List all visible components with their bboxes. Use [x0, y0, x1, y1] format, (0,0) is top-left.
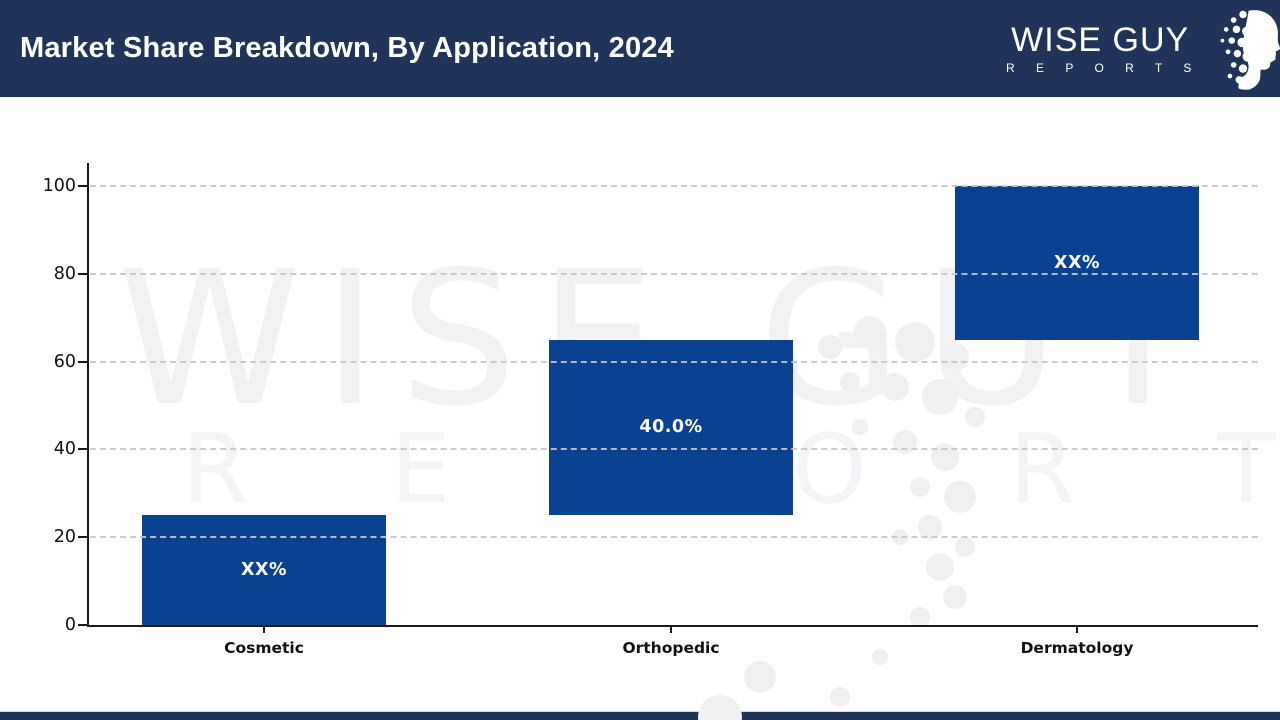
y-tick-0 [78, 624, 88, 626]
header-bar: Market Share Breakdown, By Application, … [0, 0, 1280, 97]
bar-value-label-dermatology: XX% [1053, 252, 1101, 273]
chart-area: WISE GUY R E P O R T S 020406080100XX%Co… [0, 97, 1280, 720]
gridline-60 [90, 360, 1258, 363]
x-tick-orthopedic [670, 625, 672, 633]
x-tick-label-cosmetic: Cosmetic [224, 639, 304, 657]
brand-logo-text: WISE GUY R E P O R T S [1000, 21, 1201, 75]
bar-value-label-orthopedic: 40.0% [639, 417, 703, 438]
x-axis-line [87, 625, 1258, 627]
y-tick-label-60: 60 [53, 351, 76, 372]
bar-value-label-cosmetic: XX% [240, 560, 288, 581]
y-tick-80 [78, 272, 88, 275]
head-profile-dots-icon [1220, 10, 1280, 90]
y-tick-40 [78, 448, 88, 451]
y-tick-20 [78, 536, 88, 539]
page-title: Market Share Breakdown, By Application, … [20, 32, 674, 64]
bar-orthopedic: 40.0% [549, 339, 793, 516]
x-tick-label-dermatology: Dermatology [1020, 639, 1134, 657]
x-tick-label-orthopedic: Orthopedic [622, 639, 720, 657]
footer-divider [0, 711, 1280, 712]
gridline-20 [90, 536, 1258, 539]
y-tick-60 [78, 360, 88, 363]
bar-cosmetic: XX% [142, 515, 386, 625]
brand-subtitle: R E P O R T S [1006, 60, 1201, 75]
x-tick-dermatology [1076, 625, 1078, 633]
watermark-head-dots [698, 316, 985, 720]
y-tick-label-100: 100 [42, 176, 76, 196]
footer-bar [0, 712, 1280, 720]
gridline-40 [90, 448, 1258, 451]
y-tick-label-0: 0 [64, 615, 76, 635]
y-tick-100 [78, 185, 88, 187]
gridline-80 [90, 272, 1258, 275]
bar-dermatology: XX% [955, 186, 1199, 340]
y-axis-line [87, 163, 89, 627]
y-tick-label-80: 80 [53, 263, 76, 284]
brand-name: WISE GUY [1011, 21, 1190, 60]
x-tick-cosmetic [263, 625, 265, 633]
gridline-100 [90, 185, 1258, 187]
brand-logo: WISE GUY R E P O R T S [1000, 6, 1280, 92]
y-tick-label-40: 40 [53, 439, 76, 460]
y-tick-label-20: 20 [53, 527, 76, 548]
